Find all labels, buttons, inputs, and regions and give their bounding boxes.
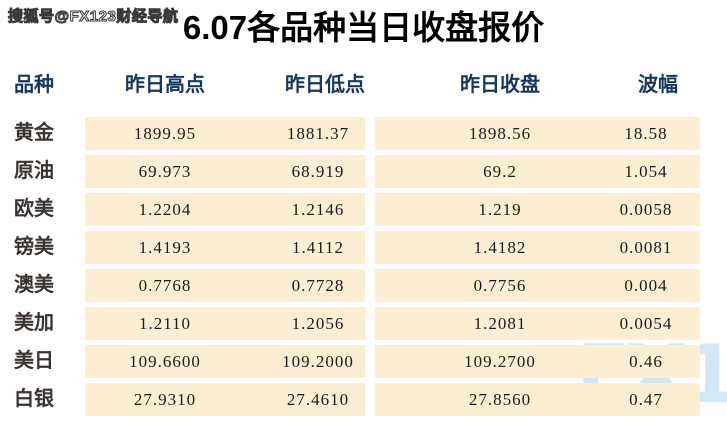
- prev-close-value: 1898.56: [468, 124, 532, 143]
- range-value: 1.054: [624, 162, 668, 181]
- table-row: 黄金 1899.95 1881.37 1898.56 18.58: [0, 117, 727, 150]
- range-value: 18.58: [624, 124, 668, 143]
- prev-close-value: 0.7756: [473, 276, 527, 295]
- row-closerange-cell-background: [375, 155, 700, 188]
- prev-high-value: 69.973: [138, 162, 192, 181]
- range-value: 0.47: [629, 390, 663, 409]
- range-value: 0.004: [624, 276, 668, 295]
- row-highlow-cell-background: [85, 345, 365, 378]
- row-closerange-cell-background: [375, 269, 700, 302]
- prev-high-value: 1.2204: [138, 200, 192, 219]
- row-highlow-cell-background: [85, 269, 365, 302]
- prev-low-value: 0.7728: [291, 276, 345, 295]
- prev-close-value: 109.2700: [464, 352, 536, 371]
- row-highlow-cell-background: [85, 231, 365, 264]
- product-name: 欧美: [14, 198, 54, 220]
- table-row: 澳美 0.7768 0.7728 0.7756 0.004: [0, 269, 727, 302]
- table-row: 白银 27.9310 27.4610 27.8560 0.47: [0, 383, 727, 416]
- prev-high-value: 1899.95: [133, 124, 197, 143]
- row-closerange-cell-background: [375, 383, 700, 416]
- range-value: 0.0054: [619, 314, 673, 333]
- prev-close-value: 27.8560: [468, 390, 532, 409]
- sohu-account-watermark: 搜狐号@FX123财经导航: [7, 8, 179, 26]
- page-title: 6.07各品种当日收盘报价: [182, 9, 545, 46]
- product-name: 美日: [14, 350, 54, 372]
- row-highlow-cell-background: [85, 307, 365, 340]
- prev-low-value: 1.2146: [291, 200, 345, 219]
- quotes-table-body: 黄金 1899.95 1881.37 1898.56 18.58 原油 69.9…: [0, 117, 727, 421]
- range-value: 0.0058: [619, 200, 673, 219]
- prev-low-value: 1.4112: [291, 238, 345, 257]
- row-closerange-cell-background: [375, 345, 700, 378]
- product-name: 澳美: [14, 274, 54, 296]
- column-header-product: 品种: [14, 74, 54, 96]
- row-highlow-cell-background: [85, 117, 365, 150]
- prev-high-value: 1.2110: [138, 314, 192, 333]
- table-row: 美加 1.2110 1.2056 1.2081 0.0054: [0, 307, 727, 340]
- range-value: 0.46: [629, 352, 663, 371]
- prev-low-value: 27.4610: [286, 390, 350, 409]
- prev-low-value: 109.2000: [282, 352, 354, 371]
- prev-close-value: 1.4182: [473, 238, 527, 257]
- column-header-range: 波幅: [638, 74, 678, 96]
- product-name: 黄金: [14, 122, 54, 144]
- table-row: 欧美 1.2204 1.2146 1.219 0.0058: [0, 193, 727, 226]
- row-highlow-cell-background: [85, 383, 365, 416]
- product-name: 镑美: [14, 236, 54, 258]
- row-closerange-cell-background: [375, 193, 700, 226]
- table-header-row: 品种 昨日高点 昨日低点 昨日收盘 波幅: [0, 70, 727, 100]
- prev-close-value: 1.219: [478, 200, 522, 219]
- row-highlow-cell-background: [85, 193, 365, 226]
- range-value: 0.0081: [619, 238, 673, 257]
- table-row: 原油 69.973 68.919 69.2 1.054: [0, 155, 727, 188]
- product-name: 美加: [14, 312, 54, 334]
- row-closerange-cell-background: [375, 117, 700, 150]
- column-header-prev-low: 昨日低点: [285, 74, 365, 96]
- prev-low-value: 1.2056: [291, 314, 345, 333]
- product-name: 白银: [14, 388, 54, 410]
- column-header-prev-high: 昨日高点: [125, 74, 205, 96]
- row-closerange-cell-background: [375, 231, 700, 264]
- prev-close-value: 1.2081: [473, 314, 527, 333]
- table-row: 镑美 1.4193 1.4112 1.4182 0.0081: [0, 231, 727, 264]
- prev-high-value: 0.7768: [138, 276, 192, 295]
- product-name: 原油: [14, 160, 54, 182]
- prev-low-value: 68.919: [291, 162, 345, 181]
- prev-high-value: 1.4193: [138, 238, 192, 257]
- column-header-prev-close: 昨日收盘: [460, 74, 540, 96]
- row-closerange-cell-background: [375, 307, 700, 340]
- prev-low-value: 1881.37: [286, 124, 350, 143]
- prev-high-value: 109.6600: [129, 352, 201, 371]
- table-row: 美日 109.6600 109.2000 109.2700 0.46: [0, 345, 727, 378]
- prev-high-value: 27.9310: [133, 390, 197, 409]
- row-highlow-cell-background: [85, 155, 365, 188]
- prev-close-value: 69.2: [483, 162, 517, 181]
